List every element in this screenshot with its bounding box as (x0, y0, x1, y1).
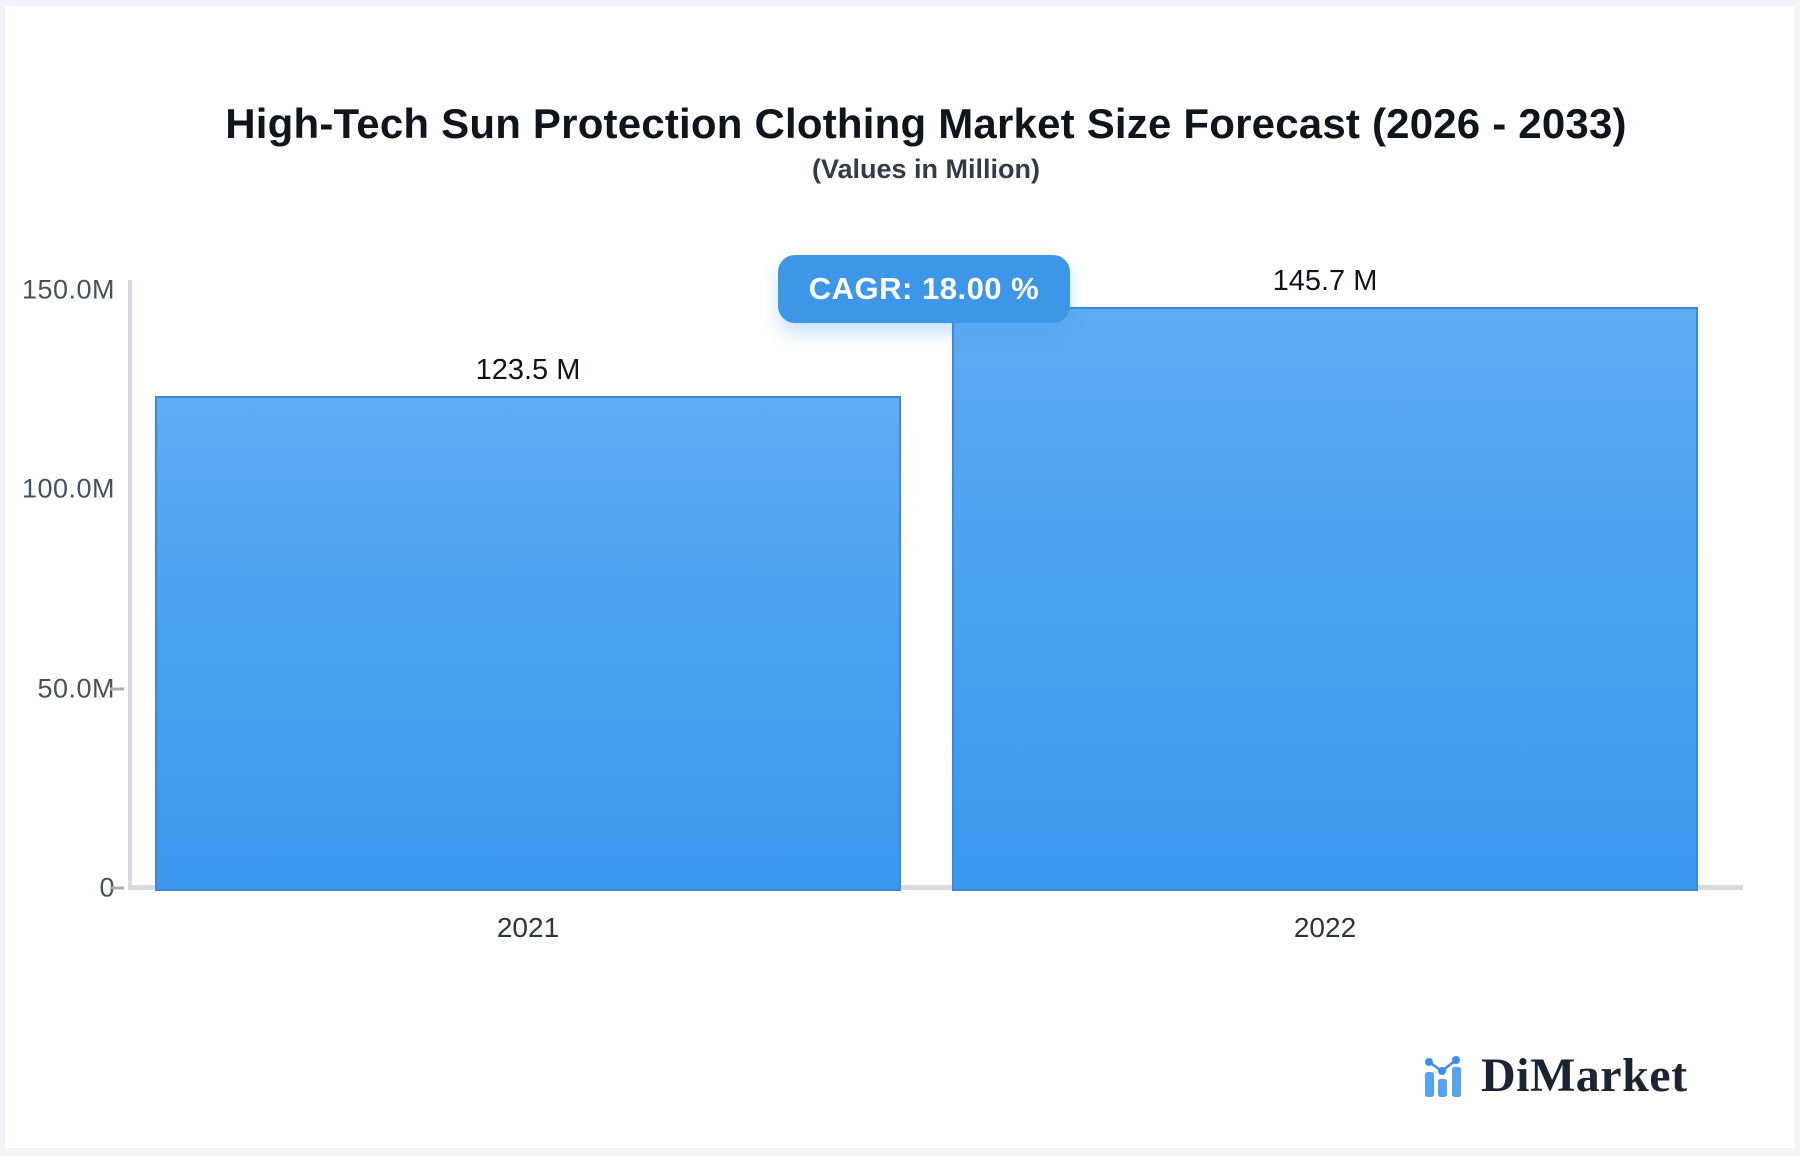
y-tick-mark (110, 687, 124, 691)
chart-card: High-Tech Sun Protection Clothing Market… (5, 6, 1795, 1148)
x-axis-line (128, 885, 1743, 890)
y-tick-label: 50.0M (37, 673, 115, 704)
bar-value-label: 145.7 M (1272, 265, 1378, 298)
cagr-badge: CAGR: 18.00 % (778, 255, 1070, 323)
chart-title: High-Tech Sun Protection Clothing Market… (225, 100, 1627, 147)
logo-wordmark: DiMarket (1481, 1049, 1688, 1102)
bar-2021[interactable] (155, 395, 901, 891)
bar-2022[interactable] (952, 307, 1698, 891)
y-tick-mark (110, 886, 124, 890)
x-axis-label: 2022 (1293, 912, 1357, 943)
y-tick-label: 150.0M (21, 274, 115, 305)
y-tick-label: 0 (99, 872, 115, 903)
dimarket-logo: DiMarket (1423, 1048, 1688, 1104)
chart-subtitle: (Values in Million) (811, 154, 1041, 184)
x-axis-label: 2021 (496, 912, 560, 943)
y-tick-label: 100.0M (21, 473, 115, 504)
y-axis-line (128, 280, 132, 890)
bar-value-label: 123.5 M (475, 353, 581, 386)
mini-bar-chart-icon (1425, 1056, 1461, 1097)
